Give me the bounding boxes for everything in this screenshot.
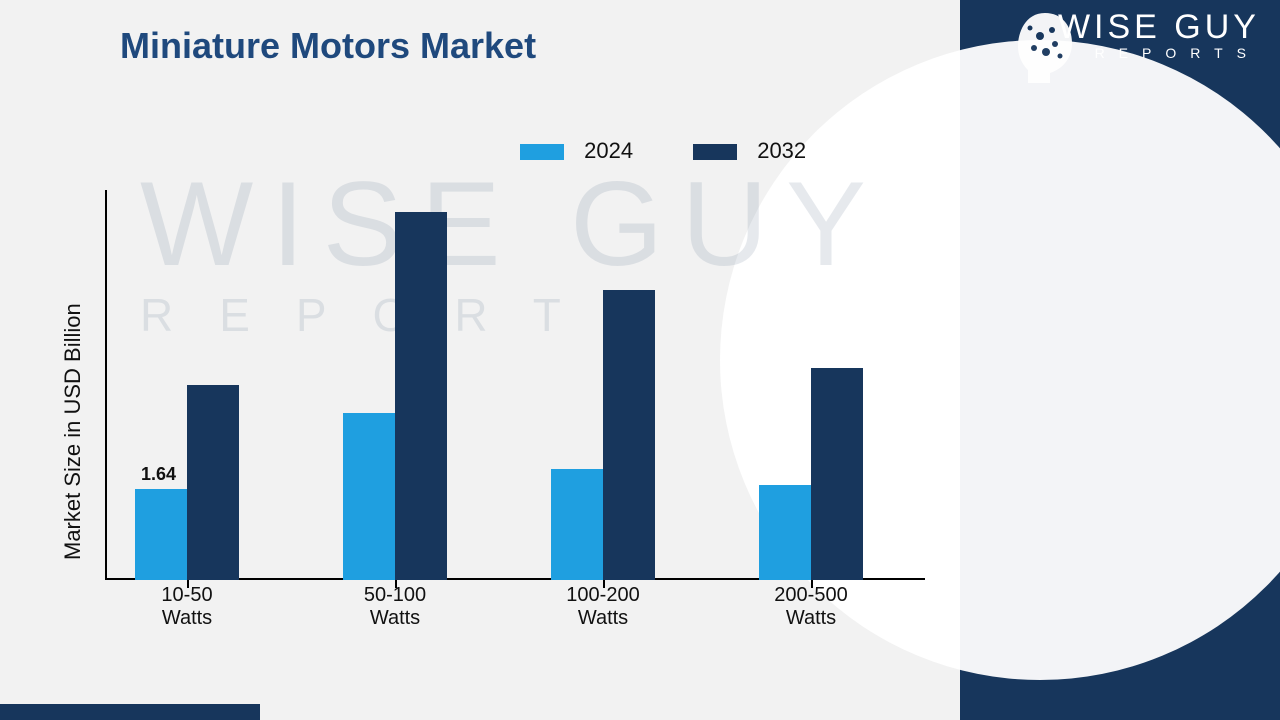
bar-2024 <box>343 413 395 580</box>
x-tick-label: 10-50Watts <box>161 584 212 630</box>
bar-chart: 10-50Watts50-100Watts100-200Watts200-500… <box>105 190 925 600</box>
legend-item-2024: 2024 <box>520 138 633 164</box>
bottom-accent-strip <box>0 704 260 720</box>
bar-2032 <box>603 290 655 580</box>
x-tick <box>395 580 397 588</box>
legend-swatch-2024 <box>520 144 564 160</box>
x-tick-label: 50-100Watts <box>364 584 426 630</box>
x-tick <box>603 580 605 588</box>
x-tick <box>811 580 813 588</box>
brand-line1: WISE GUY <box>1058 10 1260 44</box>
y-axis <box>105 190 107 580</box>
x-tick <box>187 580 189 588</box>
legend-swatch-2032 <box>693 144 737 160</box>
bar-group: 50-100Watts <box>343 212 447 580</box>
bar-group: 200-500Watts <box>759 368 863 580</box>
y-axis-label: Market Size in USD Billion <box>60 303 86 560</box>
bar-group: 100-200Watts <box>551 290 655 580</box>
brand-line2: REPORTS <box>1058 46 1260 60</box>
bar-2024 <box>551 469 603 580</box>
bar-2032 <box>395 212 447 580</box>
legend-label-2032: 2032 <box>757 138 806 163</box>
legend: 2024 2032 <box>520 138 806 164</box>
chart-title: Miniature Motors Market <box>120 25 536 67</box>
x-tick-label: 200-500Watts <box>774 584 847 630</box>
bar-2024 <box>759 485 811 580</box>
bar-2024 <box>135 489 187 580</box>
bar-2032 <box>811 368 863 580</box>
brand-logo: WISE GUY REPORTS <box>1058 10 1260 60</box>
legend-item-2032: 2032 <box>693 138 806 164</box>
value-label: 1.64 <box>141 464 176 485</box>
legend-label-2024: 2024 <box>584 138 633 163</box>
bar-2032 <box>187 385 239 580</box>
x-tick-label: 100-200Watts <box>566 584 639 630</box>
page: Miniature Motors Market WISE GUY REPORTS… <box>0 0 1280 720</box>
